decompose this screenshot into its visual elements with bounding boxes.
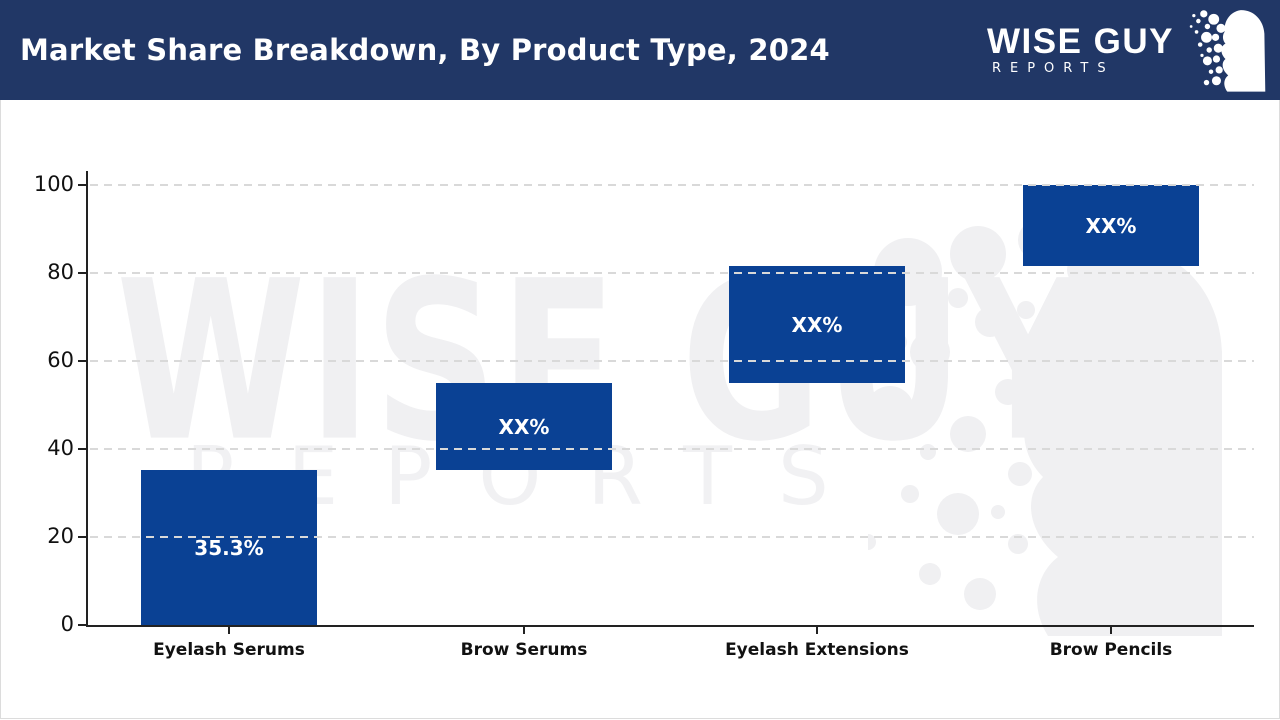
- y-tick-mark: [78, 184, 86, 186]
- x-tick-mark: [228, 627, 230, 634]
- y-gridline: [90, 272, 1254, 274]
- x-category-label: Eyelash Extensions: [725, 640, 909, 660]
- x-category-label: Eyelash Serums: [153, 640, 305, 660]
- y-tick-mark: [78, 448, 86, 450]
- y-tick-label: 80: [47, 260, 74, 284]
- y-gridline: [90, 536, 1254, 538]
- logo-subtitle: REPORTS: [991, 60, 1115, 76]
- x-tick-mark: [523, 627, 525, 634]
- y-axis-line: [86, 171, 88, 627]
- bar-value-label: XX%: [791, 312, 843, 337]
- wise-guy-logo: WISE GUY REPORTS: [987, 5, 1268, 95]
- x-axis-line: [86, 625, 1254, 627]
- y-tick-label: 60: [47, 348, 74, 372]
- y-tick-label: 100: [33, 172, 74, 196]
- x-category-label: Brow Pencils: [1049, 640, 1173, 660]
- x-tick-mark: [1110, 627, 1112, 634]
- bar-brow-serums: [436, 383, 612, 470]
- y-tick-mark: [78, 272, 86, 274]
- y-tick-mark: [78, 536, 86, 538]
- logo-face-icon: [1189, 10, 1266, 92]
- bar-value-label: 35.3%: [194, 535, 264, 560]
- bar-value-label: XX%: [1085, 213, 1137, 238]
- bar-eyelash-serums: [141, 470, 317, 625]
- y-gridline: [90, 448, 1254, 450]
- x-category-label: Brow Serums: [460, 640, 588, 660]
- x-tick-mark: [816, 627, 818, 634]
- logo-text: WISE GUY REPORTS: [986, 22, 1174, 76]
- bar-value-label: XX%: [498, 414, 550, 439]
- y-gridline: [90, 184, 1254, 186]
- y-gridline: [90, 360, 1254, 362]
- y-tick-mark: [78, 360, 86, 362]
- y-tick-mark: [78, 624, 86, 626]
- y-tick-label: 0: [60, 612, 74, 636]
- y-tick-label: 40: [47, 436, 74, 460]
- logo-wordmark: WISE GUY: [986, 22, 1174, 62]
- y-tick-label: 20: [47, 524, 74, 548]
- page-title: Market Share Breakdown, By Product Type,…: [20, 33, 830, 67]
- header-bar: Market Share Breakdown, By Product Type,…: [0, 0, 1280, 100]
